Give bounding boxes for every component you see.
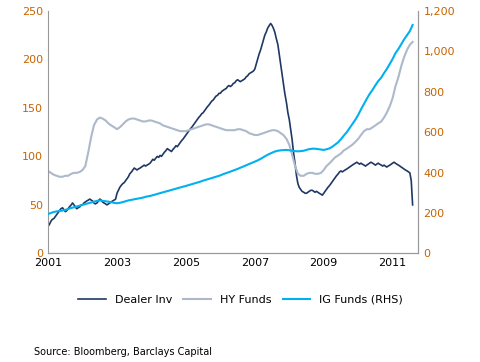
Line: HY Funds: HY Funds [48,42,412,177]
HY Funds [409,40,415,44]
HY Funds [237,127,243,131]
HY Funds [395,75,400,79]
Dealer Inv [339,170,345,174]
Dealer Inv [66,205,72,209]
HY Funds [45,169,51,173]
Dealer Inv [280,81,286,86]
HY Funds [57,174,62,179]
HY Funds [197,124,203,129]
Dealer Inv [409,203,415,207]
Dealer Inv [166,147,171,152]
IG Funds (RHS) [194,181,200,185]
IG Funds (RHS) [234,167,240,171]
Line: Dealer Inv: Dealer Inv [48,24,412,226]
Legend: Dealer Inv, HY Funds, IG Funds (RHS): Dealer Inv, HY Funds, IG Funds (RHS) [73,290,407,310]
HY Funds [183,129,189,133]
HY Funds [137,118,143,123]
Dealer Inv [267,21,273,26]
IG Funds (RHS) [392,51,397,55]
Line: IG Funds (RHS): IG Funds (RHS) [48,25,412,214]
IG Funds (RHS) [409,23,415,27]
IG Funds (RHS) [357,107,363,111]
IG Funds (RHS) [180,185,186,189]
Text: Source: Bloomberg, Barclays Capital: Source: Bloomberg, Barclays Capital [34,347,211,357]
IG Funds (RHS) [134,197,140,201]
Dealer Inv [281,91,287,96]
HY Funds [360,129,366,133]
Dealer Inv [45,224,51,228]
Dealer Inv [260,38,266,42]
IG Funds (RHS) [45,212,51,216]
